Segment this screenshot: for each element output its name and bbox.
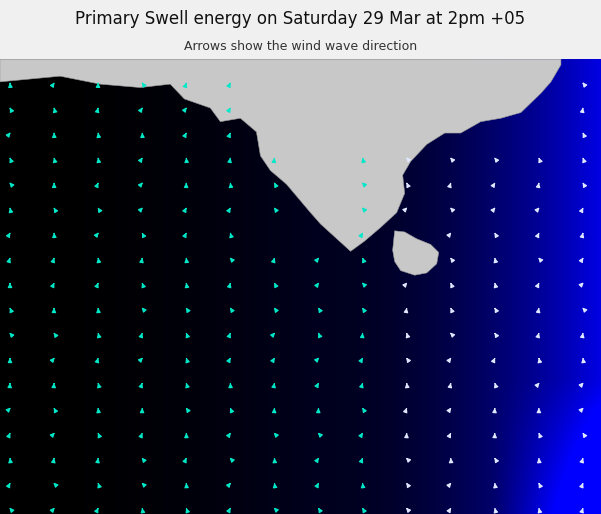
Polygon shape [392, 231, 439, 275]
Text: Arrows show the wind wave direction: Arrows show the wind wave direction [184, 40, 417, 52]
Text: Primary Swell energy on Saturday 29 Mar at 2pm +05: Primary Swell energy on Saturday 29 Mar … [76, 10, 525, 28]
Polygon shape [0, 59, 561, 251]
